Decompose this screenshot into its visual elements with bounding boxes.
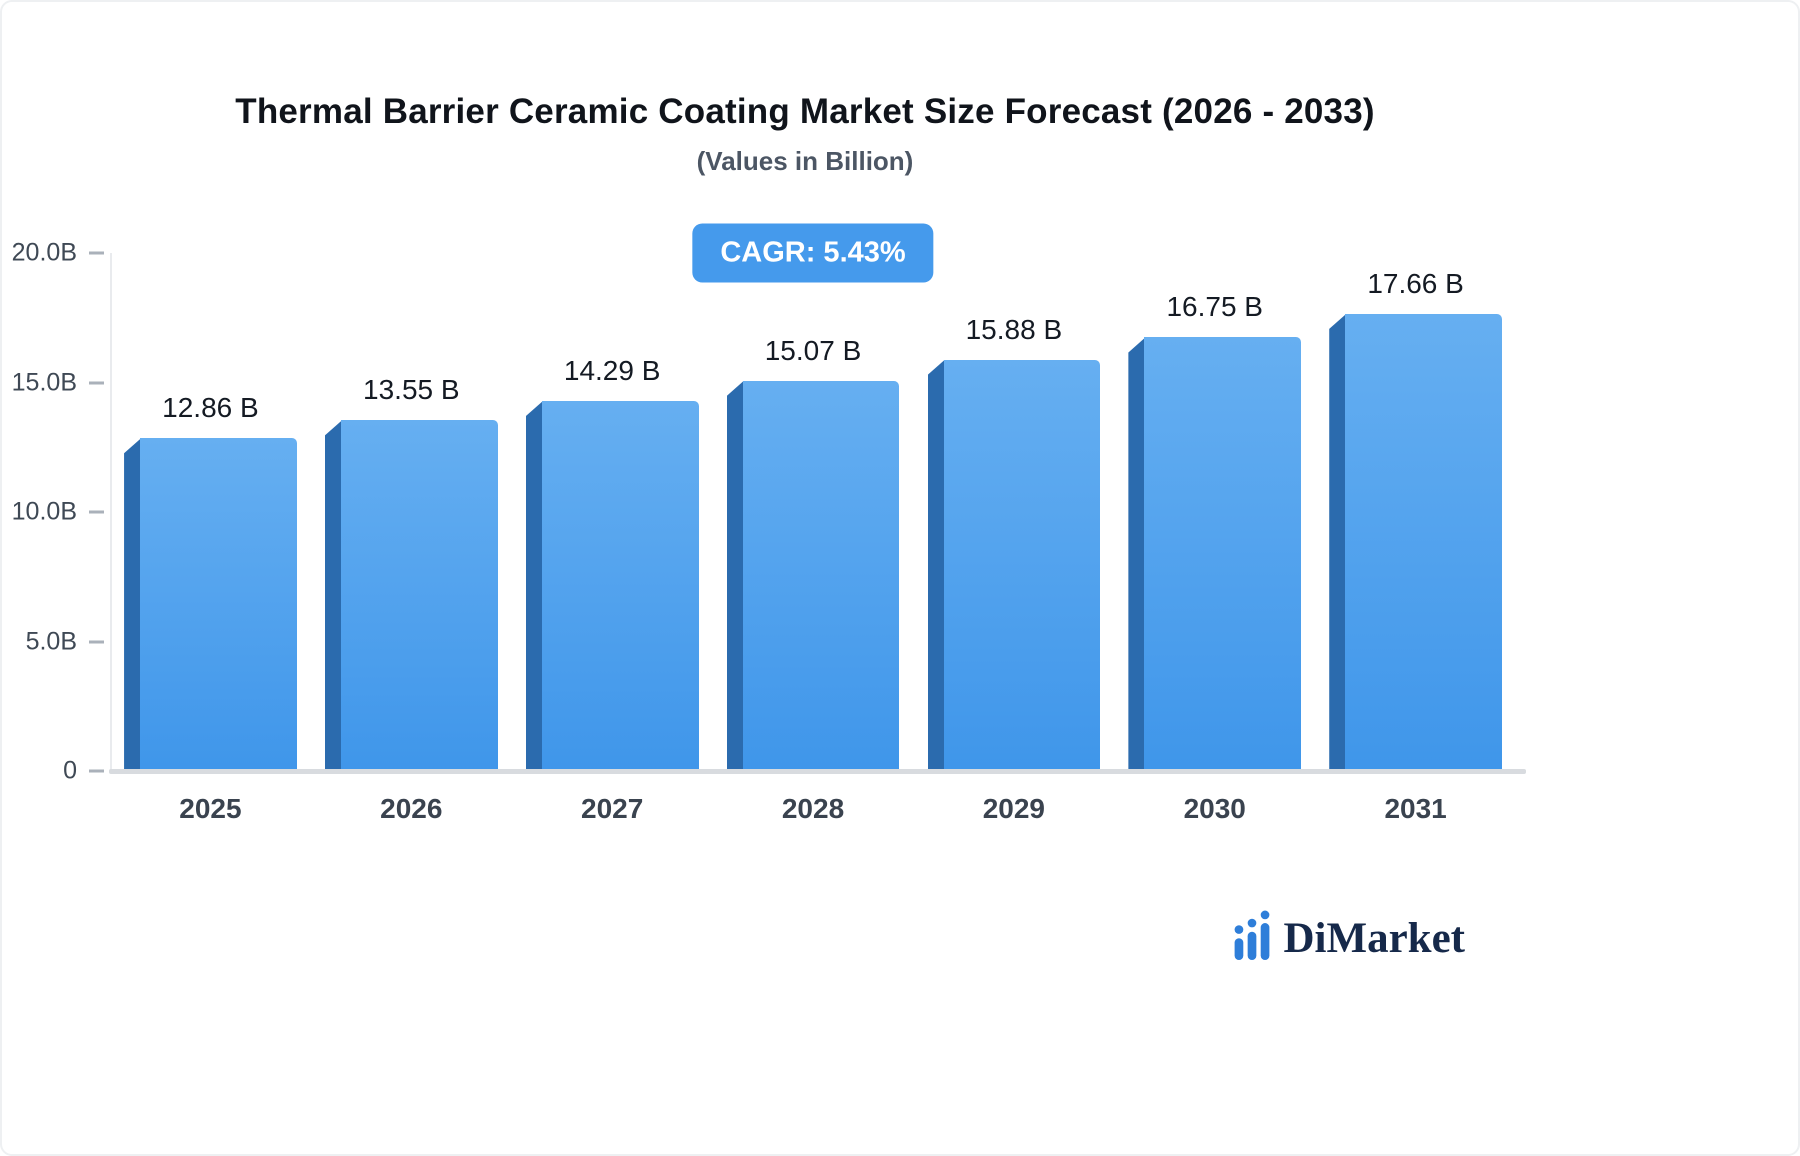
bar-column: 17.66 B [1315,253,1516,772]
bar-front-face [1345,313,1502,772]
bar-front-face [742,380,900,772]
bar-column: 12.86 B [110,253,311,772]
x-axis-label: 2026 [380,793,443,825]
x-axis-label: 2028 [781,793,845,825]
x-axis-labels: 2025 2026 2027 2028 2029 2030 2031 [110,771,1516,825]
y-axis-tick-mark [89,381,104,385]
brand-logo: DiMarket [1232,910,1466,963]
y-axis-tick-mark [89,510,104,514]
y-axis-tick-label: 15.0B [11,368,77,397]
bar-column: 14.29 B [512,253,713,772]
bar-columns: 12.86 B 13.55 B 14.29 B 15.07 B 15.88 B 16.75… [110,253,1516,772]
x-axis-label: 2027 [581,793,644,825]
bar: 13.55 B [324,374,498,772]
x-axis-label: 2030 [1183,793,1246,825]
bar: 15.88 B [927,314,1101,772]
bar: 12.86 B [124,392,297,772]
bar-column: 13.55 B [311,253,512,772]
bar-column: 16.75 B [1114,253,1315,772]
chart-subtitle: (Values in Billion) [696,146,914,177]
bar-column: 15.07 B [713,253,914,772]
y-axis-tick-label: 0 [63,756,77,785]
bar-side-face [1128,337,1146,772]
plot-area: 0 5.0B 10.0B 15.0B 20.0B 12.86 B 13.55 B 14.29… [12,239,1526,785]
x-axis-label: 2029 [982,793,1046,825]
y-axis-tick-label: 20.0B [11,238,77,267]
bar-front-face [541,401,699,772]
bar-value-label: 13.55 B [363,374,460,406]
y-axis-tick-mark [89,769,104,773]
cagr-badge: CAGR: 5.43% [692,223,934,283]
bar-side-face [324,420,342,772]
bar: 15.07 B [726,335,900,772]
y-axis-tick-mark [89,251,104,255]
bar-value-label: 12.86 B [162,392,259,424]
y-axis-tick-mark [89,640,104,644]
chart-title: Thermal Barrier Ceramic Coating Market S… [235,92,1375,131]
x-axis-label: 2025 [179,793,242,825]
bar-side-face [124,438,142,772]
chart-header: Thermal Barrier Ceramic Coating Market S… [2,2,1608,177]
x-axis-label: 2031 [1384,793,1447,825]
y-axis-tick-label: 5.0B [25,627,77,656]
bar-side-face [927,359,945,772]
bar-front-face [140,438,297,772]
bar-side-face [726,380,744,772]
bar-value-label: 15.07 B [764,334,862,366]
bar-front-face [1144,337,1302,772]
bar-side-face [1329,313,1347,772]
bar-front-face [943,359,1101,772]
chart-region: CAGR: 5.43% 0 5.0B 10.0B 15.0B 20.0B 12.86 B… [12,223,1526,785]
x-axis-line [109,769,1526,775]
y-axis-line [110,253,112,772]
bar-value-label: 17.66 B [1367,267,1464,299]
bar: 17.66 B [1329,268,1502,772]
bar-column: 15.88 B [913,253,1114,772]
bar-value-label: 15.88 B [965,313,1063,345]
bar-value-label: 14.29 B [563,355,661,387]
bar-value-label: 16.75 B [1166,291,1263,323]
bar: 14.29 B [525,355,699,772]
bar-chart-icon [1234,910,1269,960]
bar-front-face [340,420,498,772]
bar: 16.75 B [1128,291,1302,772]
y-axis-tick-label: 10.0B [11,497,77,526]
brand-logo-text: DiMarket [1283,915,1466,963]
bar-side-face [525,401,543,772]
